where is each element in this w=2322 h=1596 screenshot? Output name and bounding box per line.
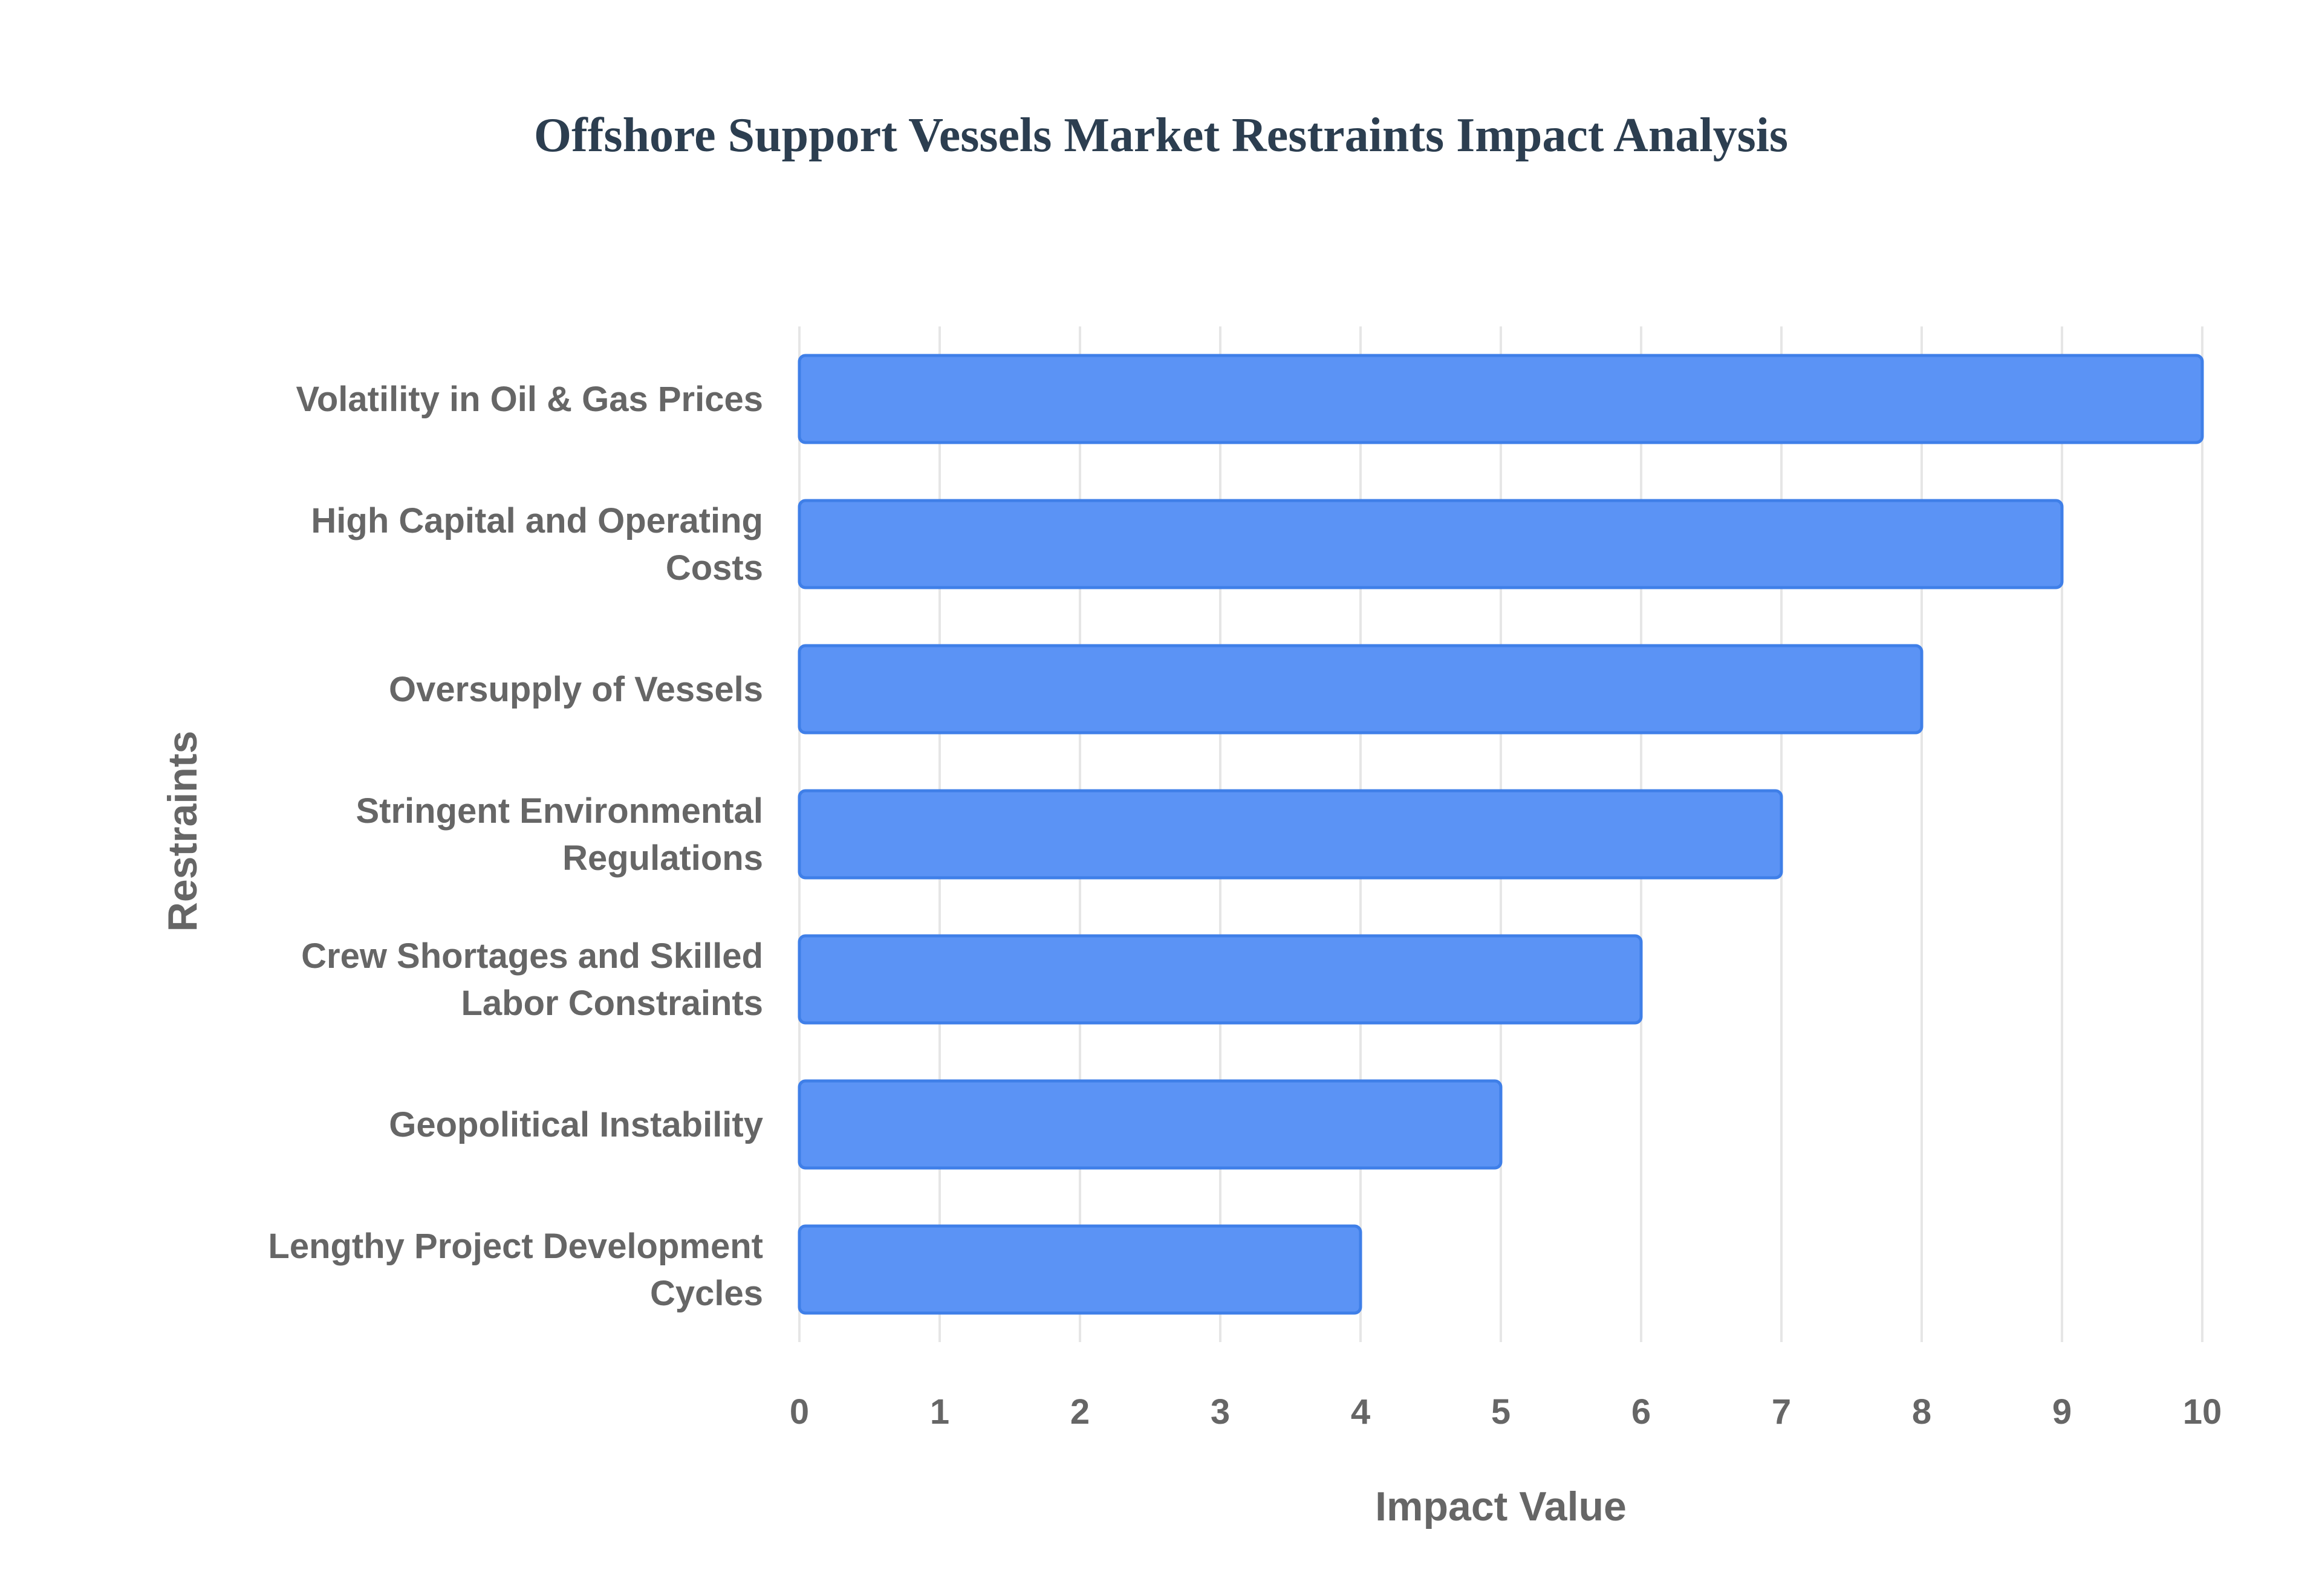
bars xyxy=(798,354,2204,1315)
x-tick-label: 5 xyxy=(1491,1392,1511,1432)
bar xyxy=(798,644,1924,735)
x-tick-label: 4 xyxy=(1351,1392,1370,1432)
y-category-label: Crew Shortages and Skilled Labor Constrai… xyxy=(301,936,763,1023)
x-axis-title: Impact Value xyxy=(1375,1484,1627,1529)
bar xyxy=(798,789,1783,880)
y-category-label: Lengthy Project Development Cycles xyxy=(268,1227,763,1313)
y-category-label: High Capital and Operating Costs xyxy=(311,501,763,588)
bar xyxy=(798,934,1643,1025)
x-tick-label: 3 xyxy=(1211,1392,1230,1432)
y-axis-title: Restraints xyxy=(160,731,206,932)
x-tick-label: 8 xyxy=(1912,1392,1931,1432)
x-tick-label: 9 xyxy=(2052,1392,2072,1432)
x-tick-label: 2 xyxy=(1070,1392,1090,1432)
y-category-label: Geopolitical Instability xyxy=(389,1105,763,1144)
chart-title: Offshore Support Vessels Market Restrain… xyxy=(534,109,1788,162)
x-axis-ticks: 0 1 2 3 4 5 6 7 8 9 10 xyxy=(790,1392,2222,1432)
bar xyxy=(798,499,2064,589)
bar xyxy=(798,1079,1503,1170)
bar xyxy=(798,1224,1362,1315)
y-category-label: Oversupply of Vessels xyxy=(389,670,763,709)
x-tick-label: 6 xyxy=(1631,1392,1651,1432)
y-axis-categories: Volatility in Oil & Gas Prices High Capit… xyxy=(268,380,763,1313)
y-category-label: Volatility in Oil & Gas Prices xyxy=(296,380,763,419)
x-tick-label: 0 xyxy=(790,1392,809,1432)
x-tick-label: 1 xyxy=(930,1392,949,1432)
y-category-label: Stringent Environmental Regulations xyxy=(356,791,763,878)
x-tick-label: 7 xyxy=(1772,1392,1791,1432)
x-tick-label: 10 xyxy=(2183,1392,2222,1432)
bar xyxy=(798,354,2204,444)
